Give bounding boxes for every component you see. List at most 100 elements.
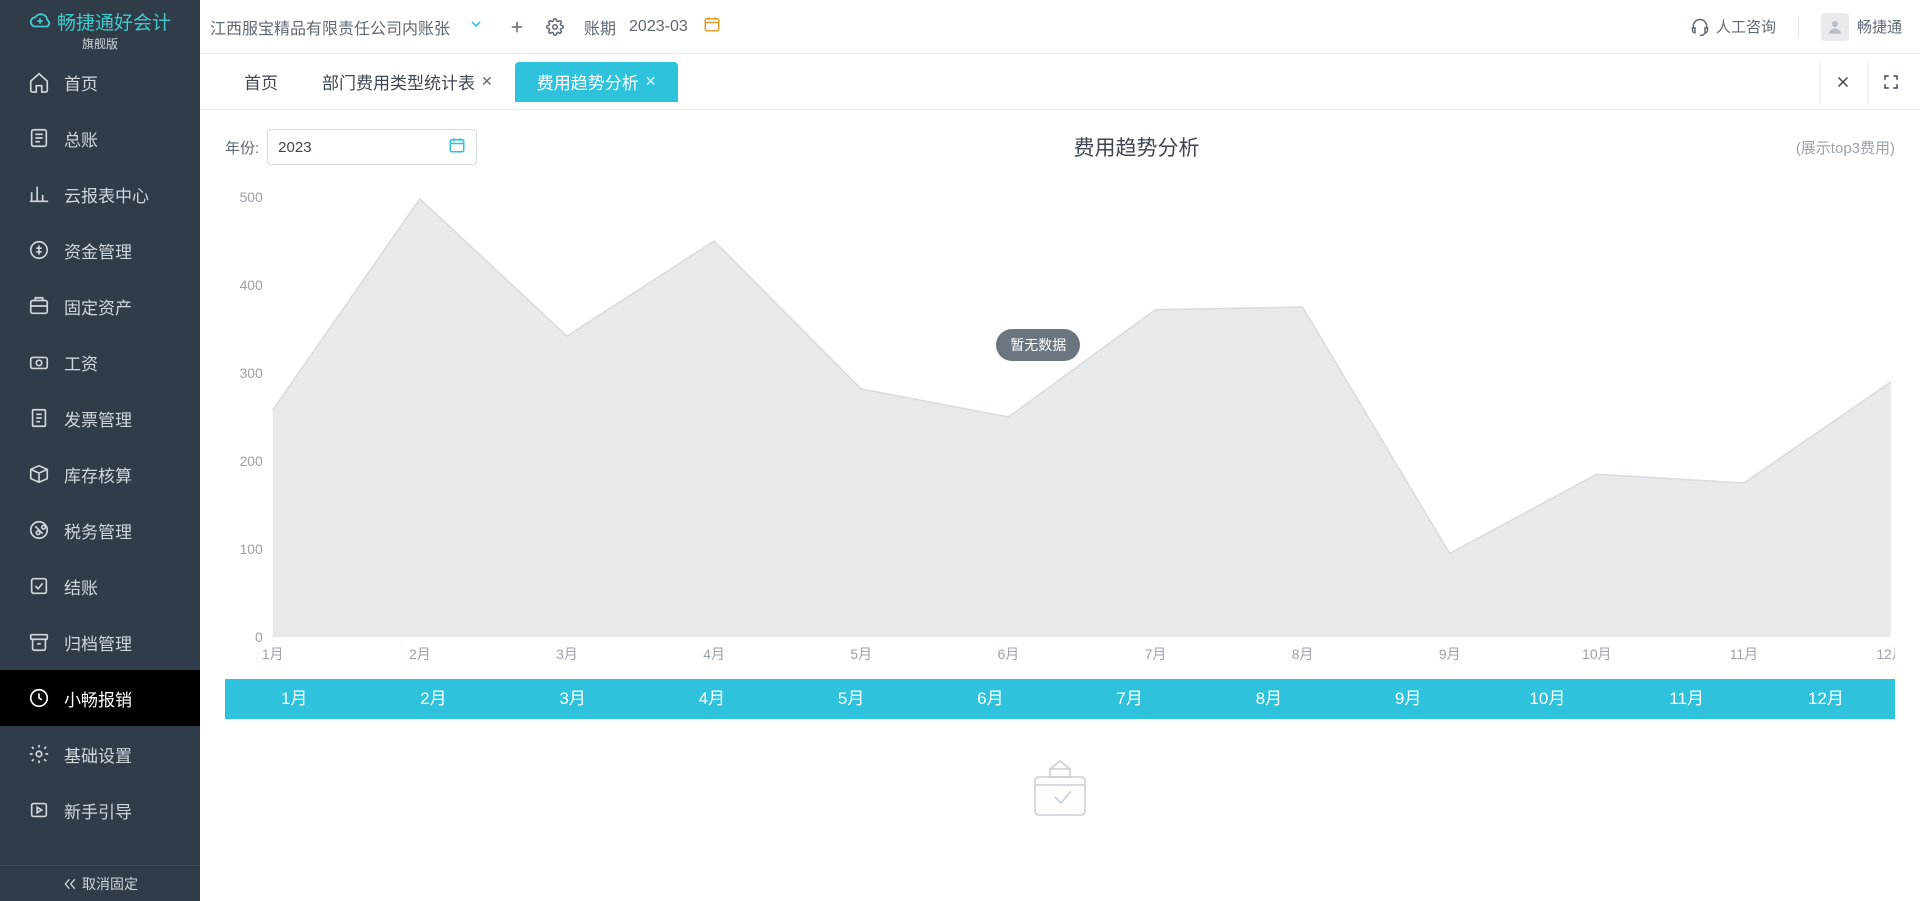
funds-icon [28,239,50,261]
svg-text:5月: 5月 [850,646,872,662]
consult-button[interactable]: 人工咨询 [1690,16,1776,37]
month-cell[interactable]: 7月 [1061,679,1200,719]
sidebar-item-label: 库存核算 [64,462,132,487]
tab-1[interactable]: 部门费用类型统计表✕ [300,62,515,102]
fullscreen-icon [1882,73,1900,91]
sidebar-item-close[interactable]: 结账 [0,558,200,614]
sidebar-item-label: 税务管理 [64,518,132,543]
close-icon [1834,73,1852,91]
sidebar-item-label: 结账 [64,574,98,599]
period-label: 账期 [584,15,616,39]
tab-close-icon[interactable]: ✕ [481,73,493,90]
year-value: 2023 [278,139,311,156]
year-label: 年份: [225,137,259,158]
month-cell[interactable]: 5月 [782,679,921,719]
month-cell[interactable]: 10月 [1478,679,1617,719]
svg-text:100: 100 [240,541,263,557]
account-switch[interactable] [458,16,494,37]
svg-text:12月: 12月 [1876,646,1895,662]
tax-icon [28,519,50,541]
svg-text:11月: 11月 [1730,646,1758,662]
sidebar-item-label: 工资 [64,350,98,375]
page-title: 费用趋势分析 [477,132,1796,162]
tab-0[interactable]: 首页 [222,62,300,102]
close-tab-button[interactable] [1820,60,1864,104]
sidebar-item-expense[interactable]: 小畅报销 [0,670,200,726]
sidebar-item-guide[interactable]: 新手引导 [0,782,200,838]
sidebar-unpin[interactable]: 取消固定 [0,865,200,901]
sidebar-item-label: 基础设置 [64,742,132,767]
svg-text:300: 300 [240,365,263,381]
content: 年份: 2023 费用趋势分析 (展示top3费用) 0100200300400… [200,110,1920,901]
month-cell[interactable]: 11月 [1618,679,1757,719]
svg-text:1月: 1月 [262,646,284,662]
settings-icon [28,743,50,765]
svg-text:2月: 2月 [409,646,431,662]
svg-text:8月: 8月 [1292,646,1314,662]
calendar-pick-icon [448,136,466,158]
sidebar-item-inventory[interactable]: 库存核算 [0,446,200,502]
month-cell[interactable]: 6月 [921,679,1060,719]
guide-icon [28,799,50,821]
sidebar-item-label: 首页 [64,70,98,95]
period-value[interactable]: 2023-03 [624,15,693,39]
area-chart-svg: 01002003004005001月2月3月4月5月6月7月8月9月10月11月… [225,187,1895,667]
logo-edition: 旗舰版 [82,37,118,51]
fullscreen-button[interactable] [1868,60,1912,104]
tab-label: 费用趋势分析 [537,69,639,94]
invoice-icon [28,407,50,429]
svg-text:400: 400 [240,277,263,293]
month-cell[interactable]: 12月 [1757,679,1895,719]
new-account-button[interactable] [502,12,532,42]
headset-icon [1690,17,1710,37]
cloud-icon [29,10,51,32]
main: 江西服宝精品有限责任公司内账张 账期 2023-03 人工咨询 [200,0,1920,901]
svg-text:7月: 7月 [1145,646,1167,662]
month-cell[interactable]: 4月 [643,679,782,719]
month-cell[interactable]: 9月 [1339,679,1478,719]
sidebar-item-tax[interactable]: 税务管理 [0,502,200,558]
user-menu[interactable]: 畅捷通 [1821,13,1902,41]
gear-icon [546,18,564,36]
sidebar-item-reports[interactable]: 云报表中心 [0,166,200,222]
sidebar-item-assets[interactable]: 固定资产 [0,278,200,334]
sidebar-item-label: 小畅报销 [64,686,132,711]
sidebar-item-home[interactable]: 首页 [0,54,200,110]
home-icon [28,71,50,93]
sidebar-item-salary[interactable]: 工资 [0,334,200,390]
account-name: 江西服宝精品有限责任公司内账张 [210,15,450,39]
sidebar-item-label: 发票管理 [64,406,132,431]
chevron-down-icon [468,16,484,32]
month-cell[interactable]: 8月 [1200,679,1339,719]
account-settings-button[interactable] [540,12,570,42]
tab-2[interactable]: 费用趋势分析 ✕ [515,62,679,102]
svg-text:9月: 9月 [1439,646,1461,662]
ledger-icon [28,127,50,149]
sidebar-item-archive[interactable]: 归档管理 [0,614,200,670]
sidebar: 畅捷通好会计 旗舰版 首页总账云报表中心资金管理固定资产工资发票管理库存核算税务… [0,0,200,901]
sidebar-item-invoice[interactable]: 发票管理 [0,390,200,446]
year-picker[interactable]: 2023 [267,129,477,165]
sidebar-unpin-label: 取消固定 [82,874,138,894]
svg-text:10月: 10月 [1582,646,1611,662]
chart-tooltip: 暂无数据 [996,329,1080,361]
sidebar-item-label: 新手引导 [64,798,132,823]
inventory-icon [28,463,50,485]
divider [1798,16,1799,38]
sidebar-item-ledger[interactable]: 总账 [0,110,200,166]
period-picker[interactable] [701,15,723,38]
month-cell[interactable]: 3月 [504,679,643,719]
sidebar-item-settings[interactable]: 基础设置 [0,726,200,782]
svg-text:500: 500 [240,189,263,205]
reports-icon [28,183,50,205]
svg-text:0: 0 [255,629,263,645]
tab-close-icon[interactable]: ✕ [645,73,657,90]
sidebar-item-label: 总账 [64,126,98,151]
sidebar-item-funds[interactable]: 资金管理 [0,222,200,278]
svg-text:6月: 6月 [997,646,1019,662]
month-cell[interactable]: 2月 [364,679,503,719]
month-cell[interactable]: 1月 [225,679,364,719]
logo-brand: 畅捷通好会计 [57,8,171,35]
month-strip: 1月2月3月4月5月6月7月8月9月10月11月12月 [225,679,1895,719]
logo: 畅捷通好会计 旗舰版 [0,0,200,54]
